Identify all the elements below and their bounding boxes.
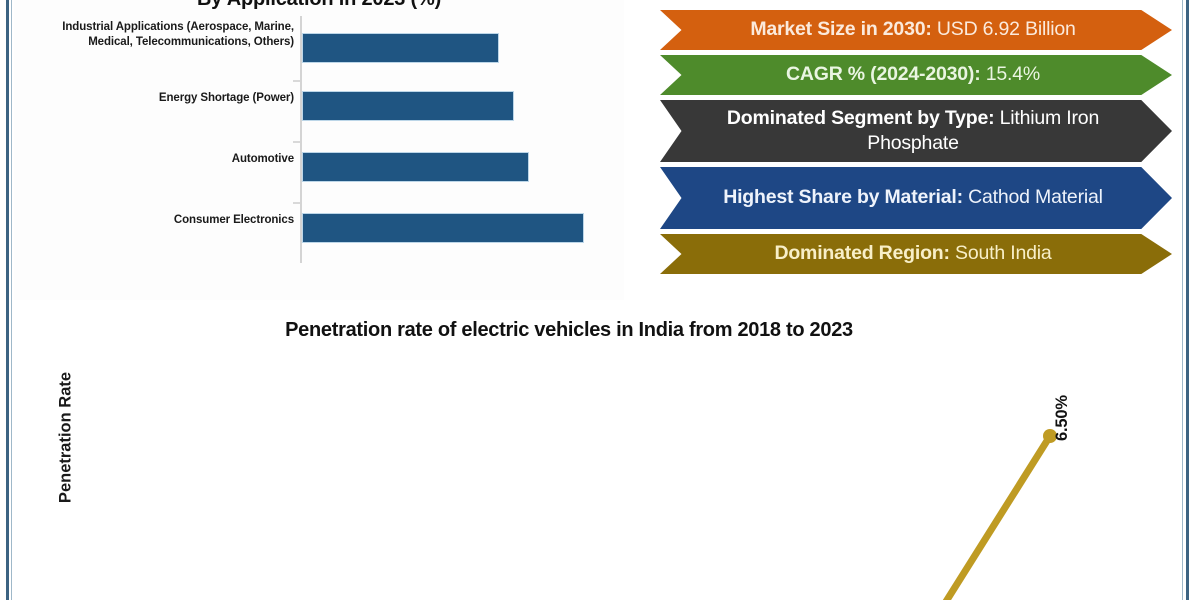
highlight-key: Dominated Segment by Type: [726, 106, 995, 129]
frame-inner-right [1182, 0, 1183, 600]
highlight-banner-list: Market Size in 2030: USD 6.92 Billion CA… [660, 10, 1182, 279]
bar-chart-category-axis [300, 16, 302, 263]
highlight-value: USD 6.92 Billion [931, 18, 1076, 40]
highlight-banner-market-size: Market Size in 2030: USD 6.92 Billion [660, 10, 1172, 50]
highlight-key: Highest Share by Material: [723, 186, 963, 208]
bar-category-label: Automotive [231, 153, 294, 165]
bar-rect [302, 213, 584, 243]
bar-chart-axis-tick [293, 141, 300, 143]
highlight-banner-dominated-segment: Dominated Segment by Type: Lithium Iron … [660, 100, 1172, 162]
line-chart-plot [942, 429, 1057, 600]
bar-rect [302, 91, 514, 121]
line-chart-title: Penetration rate of electric vehicles in… [285, 319, 853, 341]
bar-chart-axis-tick [293, 80, 300, 82]
highlight-key: CAGR % (2024-2030): [785, 63, 981, 85]
highlight-banner-cagr: CAGR % (2024-2030): 15.4% [660, 55, 1172, 95]
bar-rect [302, 152, 529, 182]
bar-rect [302, 33, 499, 63]
highlight-key: Dominated Region: [774, 242, 950, 264]
highlight-key: Market Size in 2030: [750, 18, 932, 40]
highlight-banner-dominated-region: Dominated Region: South India [660, 234, 1172, 274]
highlight-banner-text: Market Size in 2030: USD 6.92 Billion [750, 17, 1076, 42]
highlight-value: 15.4% [980, 63, 1041, 85]
highlight-banner-highest-share: Highest Share by Material: Cathod Materi… [660, 167, 1172, 229]
highlight-banner-text: CAGR % (2024-2030): 15.4% [786, 62, 1040, 87]
line-chart: Penetration rate of electric vehicles in… [14, 300, 1182, 600]
highlight-banner-text: Highest Share by Material: Cathod Materi… [723, 185, 1103, 210]
frame-inner-left [11, 0, 12, 600]
highlight-value: South India [949, 242, 1052, 264]
bar-chart-title: By Application in 2023 (%) [14, 0, 624, 11]
data-point-marker-6-50 [1043, 429, 1057, 443]
bar-category-label: Energy Shortage (Power) [158, 92, 294, 104]
line-segment-series-gold [942, 432, 1054, 600]
bar-category-label: Industrial Applications (Aerospace, Mari… [62, 21, 294, 48]
frame-border-right [1186, 0, 1189, 600]
highlight-banner-text: Dominated Segment by Type: Lithium Iron … [700, 106, 1126, 156]
data-label-6-50: 6.50% [1053, 395, 1071, 441]
highlight-value: Lithium Iron Phosphate [867, 106, 1100, 154]
bar-chart: By Application in 2023 (%) Industrial Ap… [14, 0, 624, 300]
highlight-value: Cathod Material [962, 186, 1103, 208]
bar-category-label: Consumer Electronics [173, 214, 294, 226]
highlight-banner-text: Dominated Region: South India [774, 241, 1051, 266]
frame-border-left [6, 0, 9, 600]
bar-chart-axis-tick [293, 202, 300, 204]
